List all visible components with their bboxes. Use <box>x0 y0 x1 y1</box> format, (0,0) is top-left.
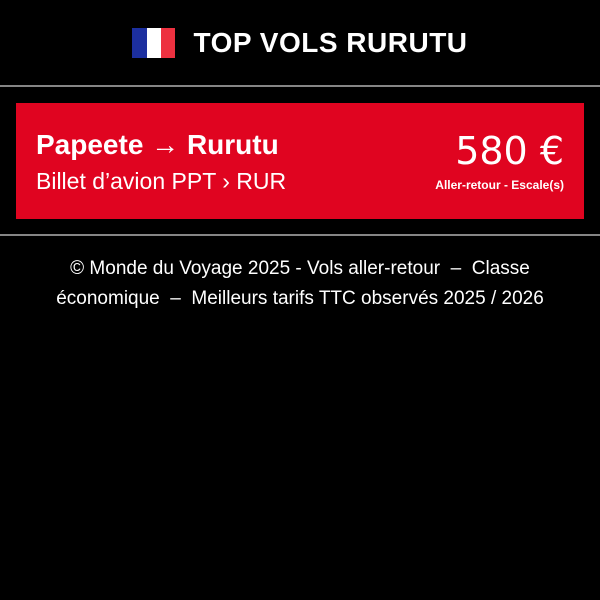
footer-line-2: économique – Meilleurs tarifs TTC observ… <box>56 288 544 309</box>
flag-stripe-blue <box>132 27 147 58</box>
footer: © Monde du Voyage 2025 - Vols aller-reto… <box>0 236 600 314</box>
top-divider <box>0 85 600 87</box>
flight-deal-card[interactable]: Papeete → Rurutu Billet d’avion PPT › RU… <box>16 103 584 219</box>
route-description: Billet d’avion PPT › RUR <box>36 167 287 194</box>
deal-card-area: Papeete → Rurutu Billet d’avion PPT › RU… <box>0 87 600 234</box>
page-title: TOP VOLS RURUTU <box>193 26 468 58</box>
flag-stripe-red <box>161 27 176 58</box>
route-title: Papeete → Rurutu <box>36 128 279 160</box>
price-value: 580 € <box>455 128 564 173</box>
price-conditions: Aller-retour - Escale(s) <box>435 177 564 192</box>
footer-line-1: © Monde du Voyage 2025 - Vols aller-reto… <box>70 258 530 279</box>
france-flag-icon <box>132 27 176 58</box>
deal-route-block: Papeete → Rurutu Billet d’avion PPT › RU… <box>36 128 286 195</box>
deal-price-block: 580 € Aller-retour - Escale(s) <box>435 131 564 192</box>
header: TOP VOLS RURUTU <box>0 0 600 85</box>
bottom-divider <box>0 234 600 236</box>
flag-stripe-white <box>146 27 162 58</box>
